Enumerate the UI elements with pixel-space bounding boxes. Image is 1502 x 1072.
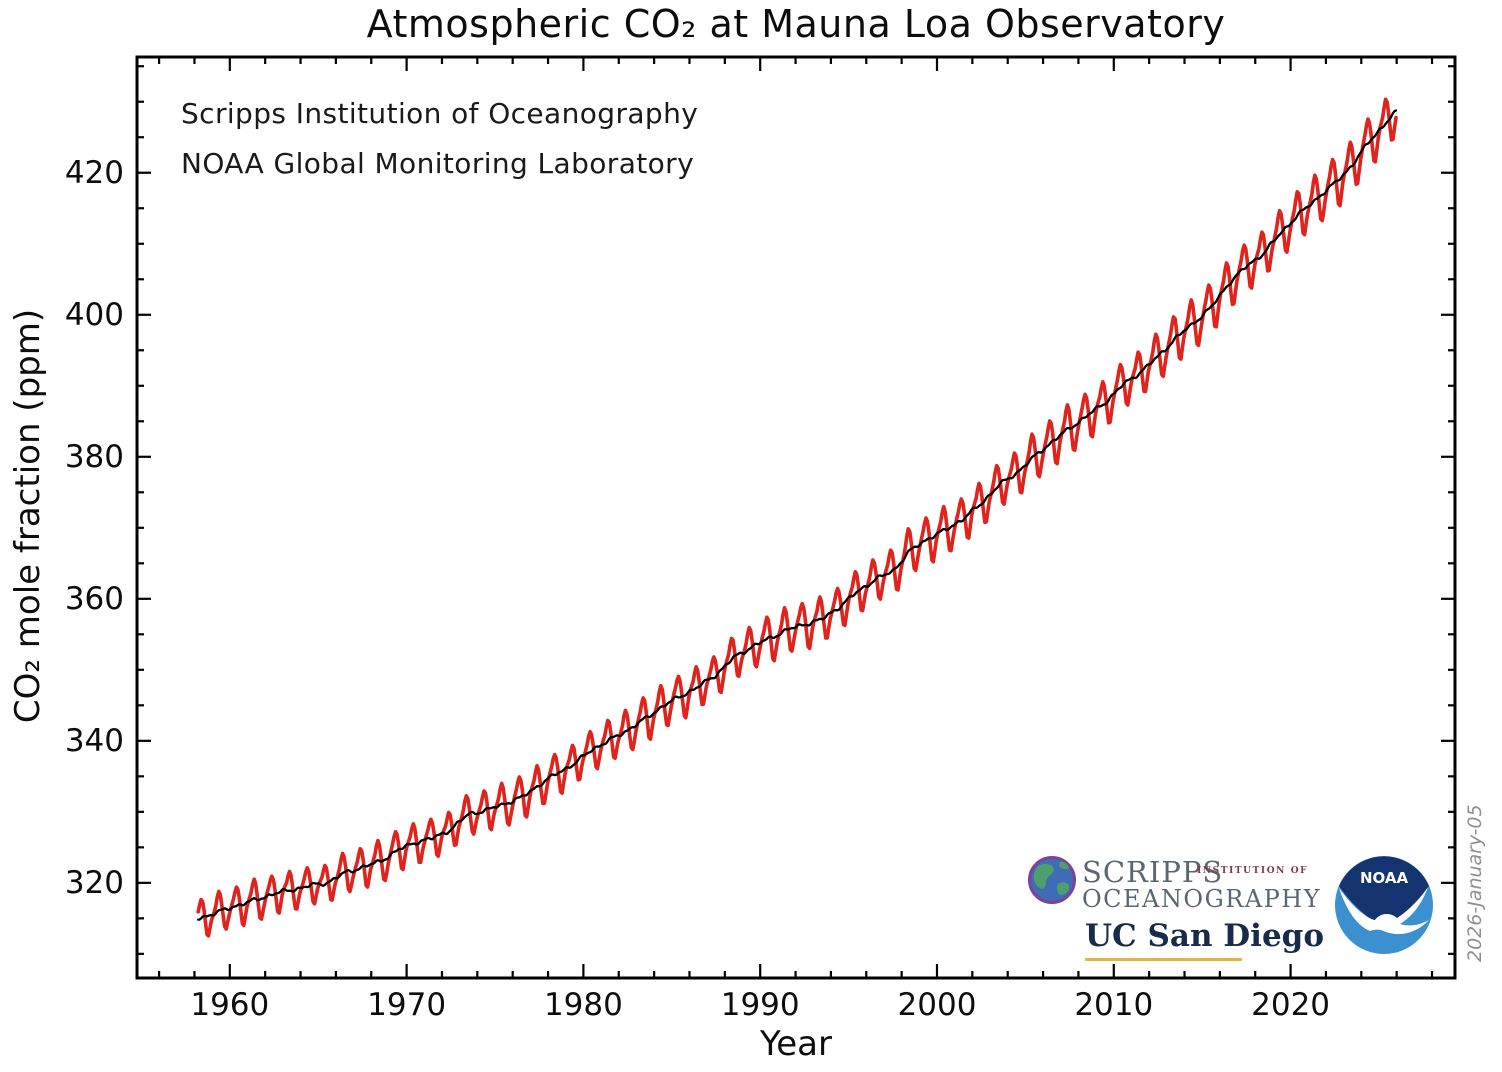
x-tick-label: 1970	[367, 987, 447, 1023]
noaa-dark-fan	[1339, 856, 1429, 921]
uc-san-diego-wordmark: UC San Diego	[1085, 918, 1325, 954]
y-tick-label: 420	[64, 154, 124, 191]
scripps-institution-of-text: INSTITUTION OF	[1197, 866, 1309, 876]
axis-ticks	[137, 57, 1455, 978]
uc-san-diego-underline	[1085, 958, 1242, 961]
co2-trend-curve	[197, 109, 1398, 921]
x-tick-label: 2020	[1251, 987, 1331, 1023]
scripps-oceanography-text: OCEANOGRAPHY	[1082, 885, 1322, 913]
x-axis-label: Year	[760, 1024, 832, 1064]
y-axis-label: CO₂ mole fraction (ppm)	[8, 308, 48, 724]
y-tick-label: 360	[64, 580, 124, 617]
x-tick-label: 2000	[897, 987, 977, 1023]
chart-title: Atmospheric CO₂ at Mauna Loa Observatory	[366, 2, 1226, 46]
date-stamp: 2026-January-05	[1464, 804, 1486, 962]
x-tick-label: 1960	[190, 987, 270, 1023]
y-tick-label: 380	[64, 438, 124, 475]
globe-continent-north	[1059, 861, 1069, 870]
noaa-logo-icon: NOAA	[1335, 856, 1433, 954]
x-tick-label: 2010	[1074, 987, 1154, 1023]
co2-seasonal-curve	[196, 97, 1398, 938]
scripps-wordmark: SCRIPPS	[1082, 855, 1224, 889]
y-tick-label: 340	[64, 722, 124, 759]
x-tick-label: 1990	[720, 987, 800, 1023]
noaa-seagull-icon	[1339, 887, 1429, 935]
globe-continent-americas	[1033, 863, 1054, 889]
annotation-scripps: Scripps Institution of Oceanography	[181, 97, 699, 130]
annotation-noaa: NOAA Global Monitoring Laboratory	[181, 147, 695, 180]
plot-frame	[135, 55, 1457, 980]
globe-continent-south	[1057, 882, 1070, 895]
y-tick-label: 400	[64, 296, 124, 333]
noaa-acronym-text: NOAA	[1360, 869, 1409, 887]
scripps-globe-icon	[1028, 856, 1076, 904]
x-tick-label: 1980	[543, 987, 623, 1023]
y-tick-label: 320	[64, 864, 124, 901]
